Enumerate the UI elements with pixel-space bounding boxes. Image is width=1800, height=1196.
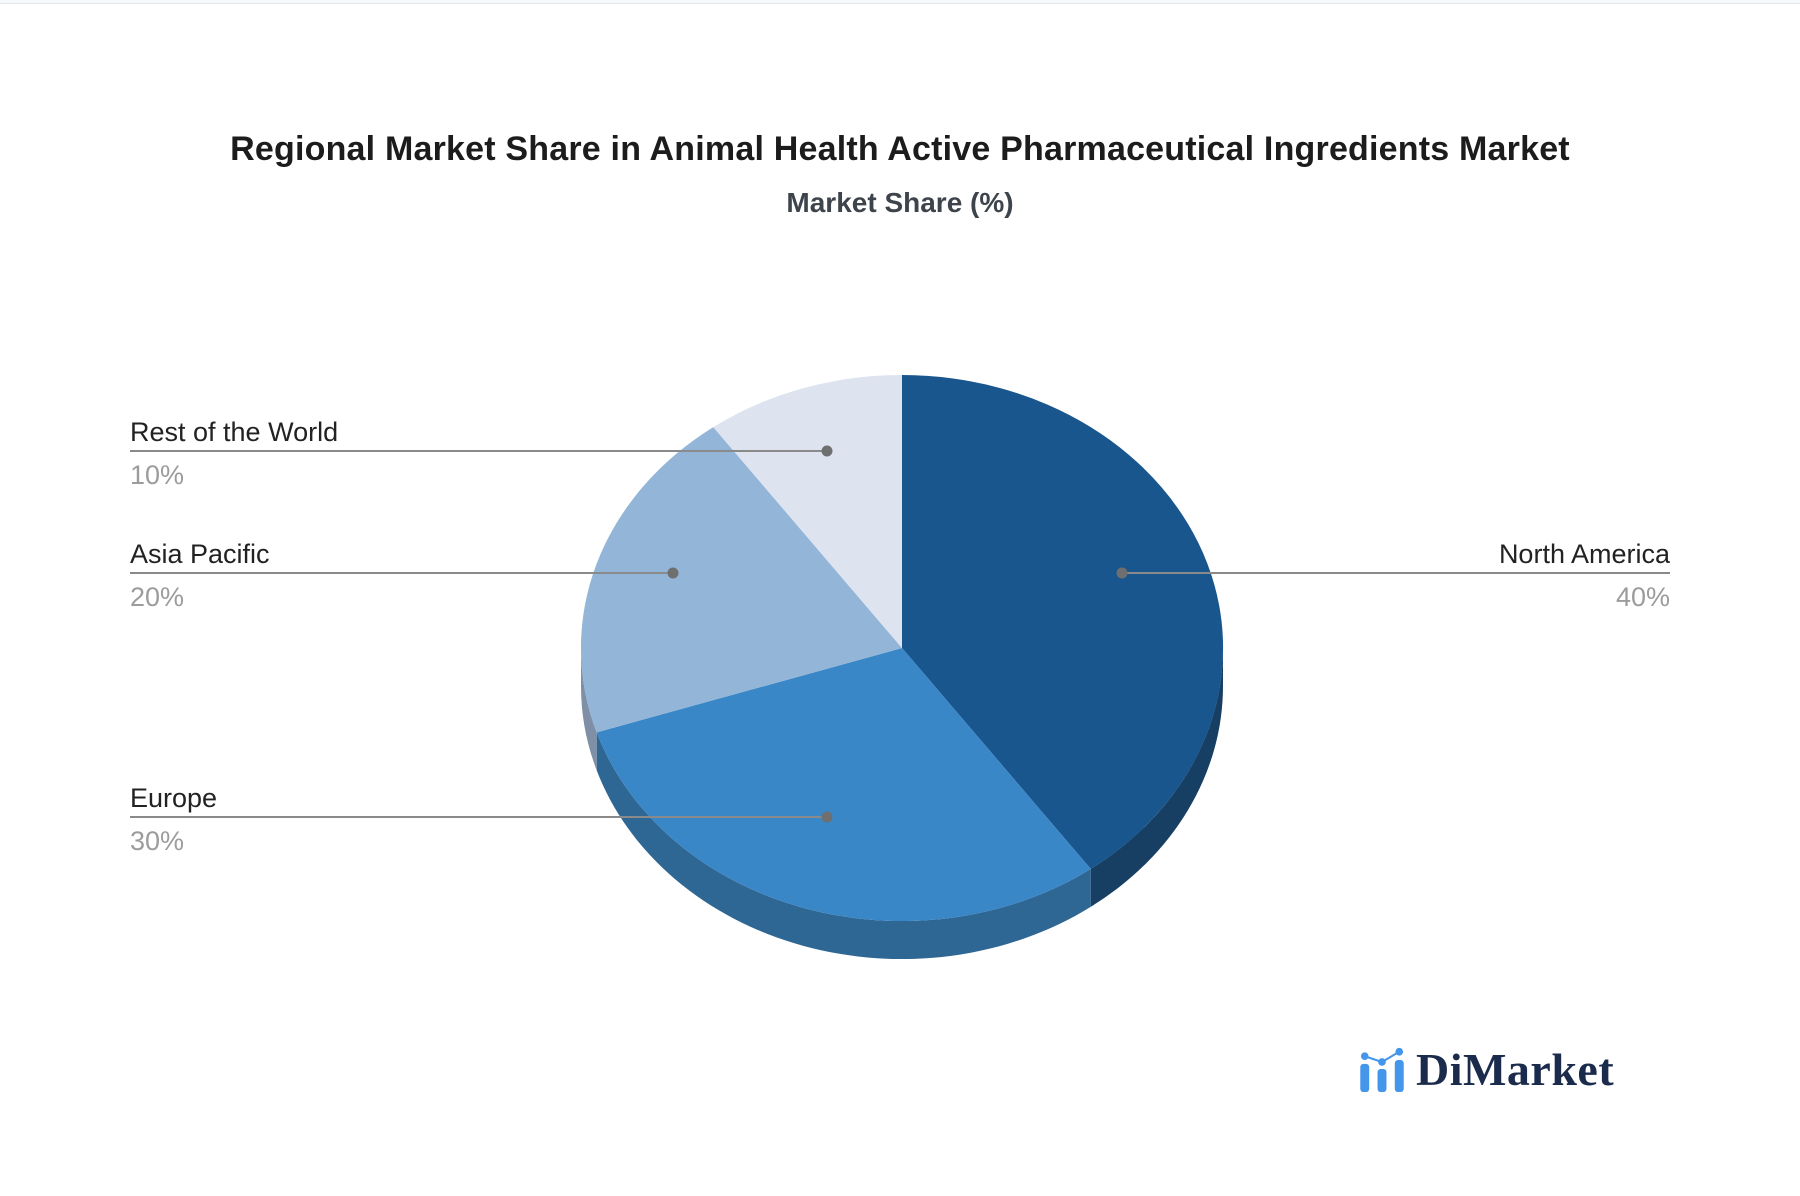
pie-slice-north-america[interactable] [902,375,1224,869]
pie-slice-side-asia-pacific [580,648,597,771]
pie-slice-side-europe [596,732,1091,960]
slice-label-rest-of-the-world: Rest of the World [130,417,339,447]
pie-slice-side-north-america [1090,648,1223,907]
leader-dot-rest-of-the-world [821,445,833,457]
slice-pct-asia-pacific: 20% [130,582,185,612]
slice-pct-rest-of-the-world: 10% [130,460,185,490]
slice-label-europe: Europe [130,783,218,813]
brand-logo: DiMarket [1360,1038,1614,1094]
pie-slice-europe[interactable] [596,648,1091,922]
slice-pct-north-america: 40% [1615,582,1670,612]
window-top-edge [0,0,1800,4]
pie-slice-asia-pacific[interactable] [580,427,902,733]
chart-subtitle: Market Share (%) [786,187,1014,218]
brand-logo-text: DiMarket [1416,1044,1615,1095]
leader-dot-asia-pacific [667,567,679,579]
pie-slice-rest-of-the-world[interactable] [713,374,902,648]
leader-dot-north-america [1116,567,1128,579]
slice-pct-europe: 30% [130,826,185,856]
bar-chart-trend-icon [1360,1047,1404,1092]
slice-label-north-america: North America [1498,539,1670,569]
chart-title: Regional Market Share in Animal Health A… [230,130,1570,168]
slice-label-asia-pacific: Asia Pacific [130,539,270,569]
leader-dot-europe [821,811,833,823]
